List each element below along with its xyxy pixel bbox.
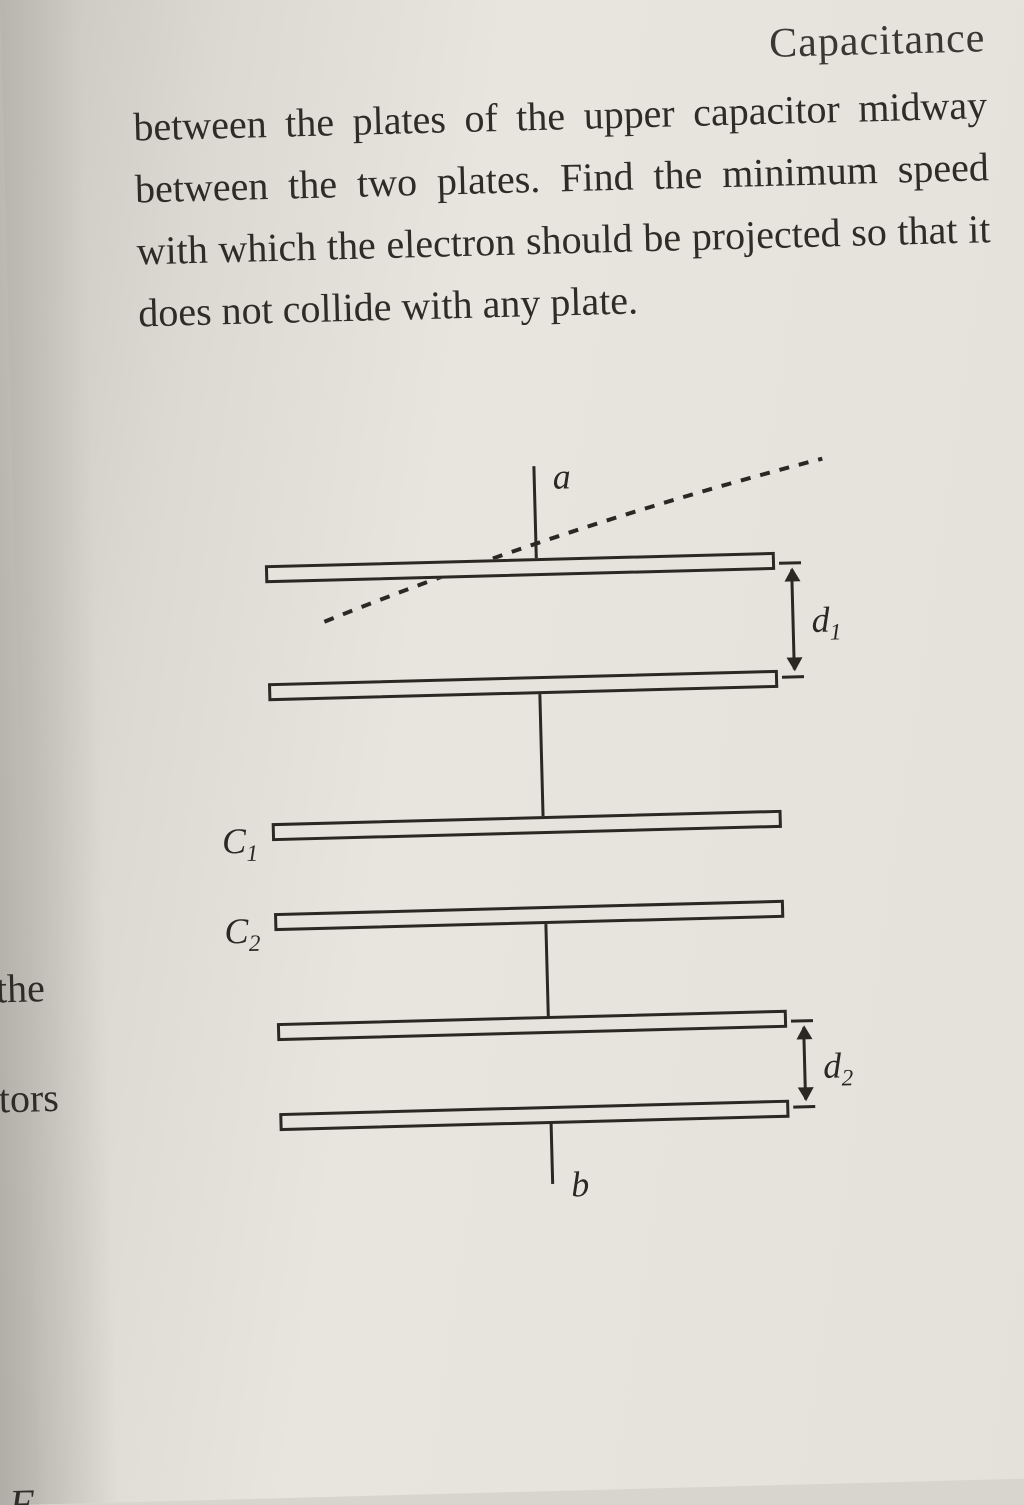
mid-bottom-plate <box>274 900 784 931</box>
c2-letter: C <box>224 911 249 952</box>
page-shadow <box>0 0 119 1505</box>
capacitor-diagram: a d1 C1 C2 <box>222 458 880 1175</box>
c2-sub: 2 <box>248 931 260 957</box>
d2-tick-bot <box>793 1105 815 1109</box>
c1-letter: C <box>222 821 247 862</box>
margin-fragment: the <box>0 964 45 1012</box>
trajectory-path <box>320 459 826 622</box>
c1-label: C1 <box>222 820 259 869</box>
d1-label: d1 <box>811 598 842 647</box>
c2-label: C2 <box>224 910 261 959</box>
page-surface: Capacitance between the plates of the up… <box>0 0 1024 1504</box>
mid-top-plate <box>272 810 782 841</box>
problem-text: between the plates of the upper capacito… <box>133 74 993 344</box>
d2-arrow <box>802 1027 807 1099</box>
terminal-b-label: b <box>571 1163 590 1205</box>
d1-letter: d <box>811 600 830 640</box>
chapter-header: Capacitance <box>769 14 986 68</box>
d2-tick-top <box>791 1019 813 1023</box>
margin-fragment: F <box>9 1480 35 1505</box>
c2-top-plate <box>277 1010 787 1041</box>
wire-mid-to-c2 <box>544 924 549 1016</box>
d1-tick-top <box>779 561 801 565</box>
d2-label: d2 <box>823 1044 854 1093</box>
c1-sub: 1 <box>246 841 258 867</box>
margin-fragment: tors <box>0 1074 59 1123</box>
wire-c1-to-c2top <box>538 694 544 816</box>
c2-bottom-plate <box>279 1100 789 1131</box>
d2-sub: 2 <box>841 1065 853 1091</box>
d1-sub: 1 <box>830 619 842 645</box>
d1-tick-bot <box>782 675 804 679</box>
d2-letter: d <box>823 1045 842 1085</box>
wire-bottom <box>550 1124 555 1184</box>
